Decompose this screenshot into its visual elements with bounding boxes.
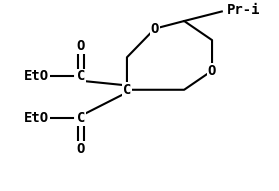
Text: C: C	[77, 69, 85, 83]
Text: C: C	[123, 83, 131, 97]
Text: Pr-i: Pr-i	[227, 2, 261, 17]
Text: O: O	[151, 22, 159, 36]
Text: EtO: EtO	[24, 111, 49, 125]
Text: O: O	[77, 39, 85, 53]
Text: O: O	[77, 142, 85, 156]
Text: O: O	[208, 64, 216, 78]
Text: EtO: EtO	[24, 69, 49, 83]
Text: C: C	[77, 111, 85, 125]
